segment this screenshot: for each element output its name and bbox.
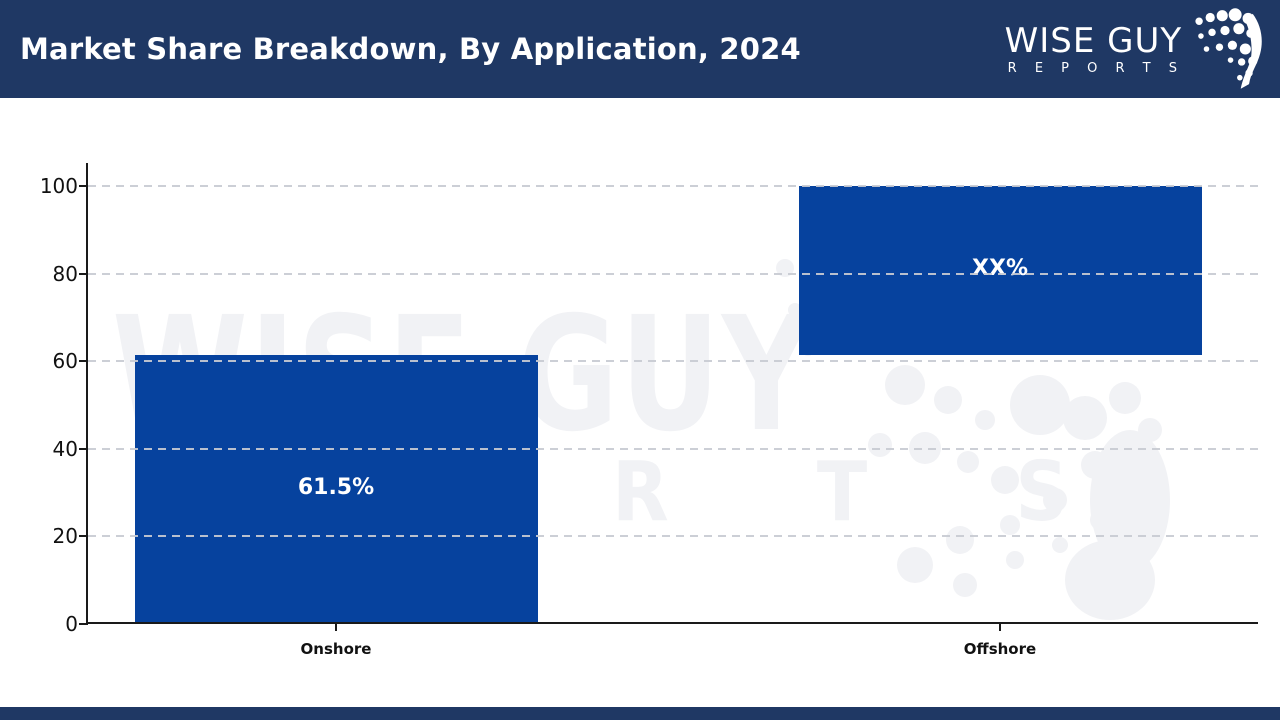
ytick-mark-60: [79, 360, 86, 363]
x-axis-spine: [86, 622, 1258, 624]
header-bar: Market Share Breakdown, By Application, …: [0, 0, 1280, 98]
ytick-mark-100: [79, 184, 86, 187]
ytick-mark-0: [79, 623, 86, 625]
y-axis-spine: [86, 163, 88, 625]
ytick-label-20: 20: [52, 524, 78, 549]
gridline-20: [88, 535, 1258, 538]
ytick-label-80: 80: [52, 261, 78, 286]
page-title: Market Share Breakdown, By Application, …: [20, 32, 801, 66]
bar-onshore: 61.5%: [134, 354, 538, 624]
ytick-label-40: 40: [52, 436, 78, 461]
bar-offshore: XX%: [798, 185, 1202, 355]
ytick-label-0: 0: [65, 612, 78, 636]
gridline-80: [88, 272, 1258, 275]
logo-subtext: R E P O R T S: [1007, 60, 1184, 76]
xtick-mark-onshore: [335, 624, 337, 631]
gridline-60: [88, 360, 1258, 363]
ytick-mark-20: [79, 535, 86, 538]
ytick-mark-80: [79, 272, 86, 275]
gridline-40: [88, 447, 1258, 450]
bar-value-label-offshore: XX%: [972, 256, 1028, 282]
xtick-label-offshore: Offshore: [963, 640, 1037, 658]
gridline-100: [88, 184, 1258, 187]
xtick-label-onshore: Onshore: [300, 640, 372, 658]
logo-wordmark: WISE GUY: [1004, 20, 1183, 61]
xtick-mark-offshore: [999, 624, 1001, 631]
plot-area: 61.5% XX%: [86, 163, 1258, 625]
ytick-mark-40: [79, 447, 86, 450]
ytick-label-60: 60: [52, 349, 78, 374]
bar-value-label-onshore: 61.5%: [297, 475, 375, 501]
logo-face-icon: [1195, 8, 1262, 89]
wiseguy-logo: WISE GUY R E P O R T S: [1005, 8, 1262, 90]
ytick-label-100: 100: [39, 173, 78, 198]
footer-bar: [0, 707, 1280, 720]
